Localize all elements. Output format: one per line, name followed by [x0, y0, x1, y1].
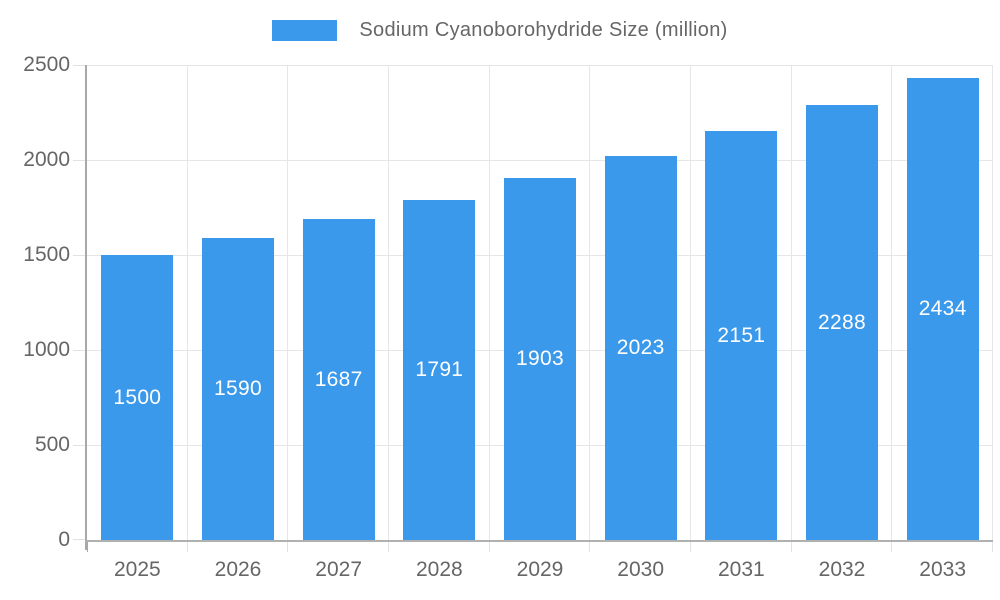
- bar[interactable]: 2434: [906, 77, 979, 540]
- y-axis-tick: [73, 539, 85, 540]
- y-axis-tick: [73, 65, 85, 66]
- bar-value-label: 1590: [214, 376, 262, 400]
- gridline-h: [87, 65, 993, 66]
- bar-value-label: 1687: [314, 367, 363, 391]
- legend-label: Sodium Cyanoborohydride Size (million): [359, 19, 728, 41]
- gridline-v: [992, 65, 993, 540]
- bar[interactable]: 2023: [604, 155, 677, 540]
- bar[interactable]: 1791: [403, 199, 476, 540]
- y-tick-label: 0: [58, 528, 70, 551]
- x-axis-tick: [388, 542, 389, 552]
- gridline-v: [388, 65, 389, 540]
- bar[interactable]: 1687: [302, 219, 375, 540]
- y-axis-line: [85, 65, 87, 550]
- bar-value-label: 2151: [717, 323, 766, 347]
- x-axis-tick: [186, 542, 188, 552]
- bar-value-label: 2288: [818, 310, 866, 334]
- bar[interactable]: 1903: [504, 178, 576, 540]
- x-tick-label: 2031: [717, 558, 765, 581]
- x-tick-label: 2029: [516, 558, 564, 581]
- y-tick-label: 2000: [23, 148, 70, 171]
- gridline-v: [690, 65, 691, 540]
- gridline-h: [87, 160, 993, 161]
- bar-value-label: 1791: [415, 357, 464, 381]
- x-axis-tick: [891, 542, 893, 552]
- x-axis-tick: [87, 542, 88, 552]
- bar[interactable]: 2288: [806, 105, 878, 540]
- bar[interactable]: 2151: [705, 131, 778, 540]
- gridline-v: [790, 65, 792, 540]
- y-tick-label: 500: [34, 433, 70, 456]
- x-tick-label: 2028: [415, 558, 463, 581]
- x-axis-tick: [488, 542, 490, 552]
- x-tick-label: 2033: [919, 558, 967, 581]
- gridline-v: [488, 65, 490, 540]
- x-tick-label: 2025: [113, 558, 161, 581]
- x-axis-tick: [790, 542, 792, 552]
- legend[interactable]: Sodium Cyanoborohydride Size (million): [0, 19, 1000, 42]
- x-axis-tick: [992, 542, 993, 552]
- plot-area: 0 500 1000 1500 2000 2500 1500 2025 1590 2026 1687…: [23, 54, 993, 581]
- bar[interactable]: 1590: [202, 237, 274, 540]
- bar-value-label: 2023: [616, 335, 665, 359]
- legend-swatch: [272, 20, 338, 41]
- gridline-v: [186, 65, 188, 540]
- x-axis-line: [85, 540, 993, 542]
- x-tick-label: 2026: [214, 558, 262, 581]
- y-tick-label: 1000: [23, 338, 70, 361]
- y-axis-tick: [73, 445, 85, 446]
- bar-value-label: 1500: [113, 385, 162, 409]
- y-axis-tick: [73, 350, 85, 351]
- y-axis-tick: [73, 160, 85, 161]
- y-axis-tick: [73, 255, 85, 256]
- y-tick-label: 2500: [23, 53, 70, 76]
- gridline-v: [589, 65, 591, 540]
- x-axis-tick: [589, 542, 591, 552]
- x-tick-label: 2032: [818, 558, 866, 581]
- bar-value-label: 1903: [516, 347, 564, 371]
- gridline-v: [891, 65, 893, 540]
- x-tick-label: 2027: [315, 558, 363, 581]
- y-tick-label: 1500: [23, 243, 70, 266]
- x-tick-label: 2030: [617, 558, 665, 581]
- gridline-v: [287, 65, 289, 540]
- bar-value-label: 2434: [918, 296, 967, 320]
- x-axis-tick: [287, 542, 289, 552]
- bar[interactable]: 1500: [101, 255, 174, 540]
- x-axis-tick: [690, 542, 691, 552]
